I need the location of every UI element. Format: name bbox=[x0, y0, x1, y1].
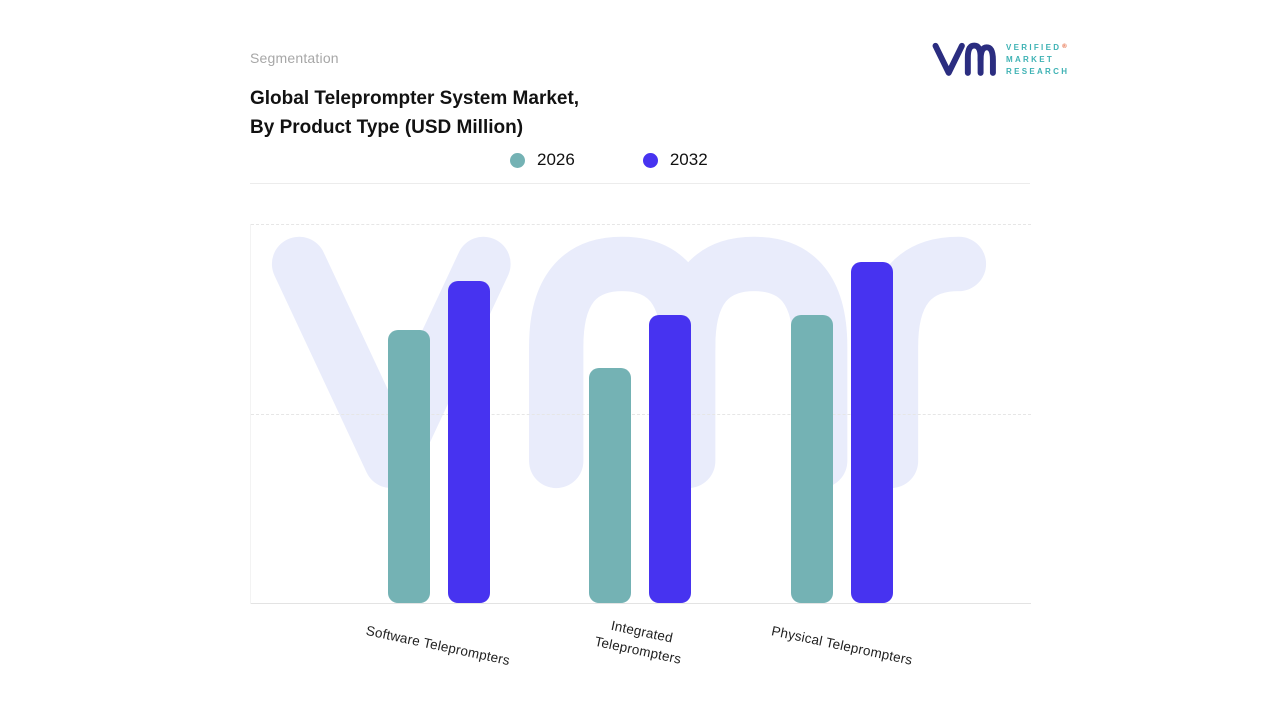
bar-2032-integrated-teleprompters bbox=[649, 315, 691, 603]
legend-label-2026: 2026 bbox=[537, 150, 575, 169]
plot-area bbox=[250, 224, 1031, 604]
registered-mark: ® bbox=[1062, 43, 1070, 50]
bar-2026-software-teleprompters bbox=[388, 330, 430, 603]
logo-line-research: RESEARCH bbox=[1006, 66, 1070, 76]
legend-item-2026: 2026 bbox=[510, 150, 575, 170]
x-axis-baseline bbox=[251, 603, 1031, 604]
bar-2032-physical-teleprompters bbox=[851, 262, 893, 603]
page-title-line1: Global Teleprompter System Market, bbox=[250, 88, 580, 109]
bar-2032-software-teleprompters bbox=[448, 281, 490, 603]
bar-group-integrated-teleprompters bbox=[589, 315, 691, 603]
x-axis-label-integrated-teleprompters: Integrated Teleprompters bbox=[593, 617, 683, 667]
page-title-line2: By Product Type (USD Million) bbox=[250, 117, 524, 138]
logo-line-verified: VERIFIED® bbox=[1006, 42, 1070, 52]
x-axis-label-physical-teleprompters: Physical Teleprompters bbox=[770, 623, 914, 668]
vmr-logo: VERIFIED® MARKET RESEARCH bbox=[930, 38, 1069, 80]
chart-legend: 2026 2032 bbox=[510, 150, 708, 170]
logo-line-market: MARKET bbox=[1006, 54, 1055, 64]
x-axis-label-software-teleprompters: Software Teleprompters bbox=[364, 622, 512, 669]
bar-2026-integrated-teleprompters bbox=[589, 368, 631, 603]
bar-group-software-teleprompters bbox=[388, 281, 490, 603]
legend-dot-2032 bbox=[642, 152, 658, 168]
header-divider bbox=[250, 183, 1030, 184]
vmr-logo-mark-icon bbox=[932, 42, 996, 76]
gridline-top bbox=[251, 224, 1031, 225]
bar-group-physical-teleprompters bbox=[791, 262, 893, 603]
legend-item-2032: 2032 bbox=[642, 150, 708, 170]
segmentation-label: Segmentation bbox=[250, 50, 339, 66]
bar-2026-physical-teleprompters bbox=[791, 315, 833, 603]
legend-label-2032: 2032 bbox=[669, 150, 708, 169]
page-title: Global Teleprompter System Market, By Pr… bbox=[250, 84, 579, 142]
vmr-logo-text: VERIFIED® MARKET RESEARCH bbox=[1006, 43, 1069, 76]
legend-dot-2026 bbox=[510, 152, 525, 168]
gridline-mid bbox=[251, 414, 1031, 415]
